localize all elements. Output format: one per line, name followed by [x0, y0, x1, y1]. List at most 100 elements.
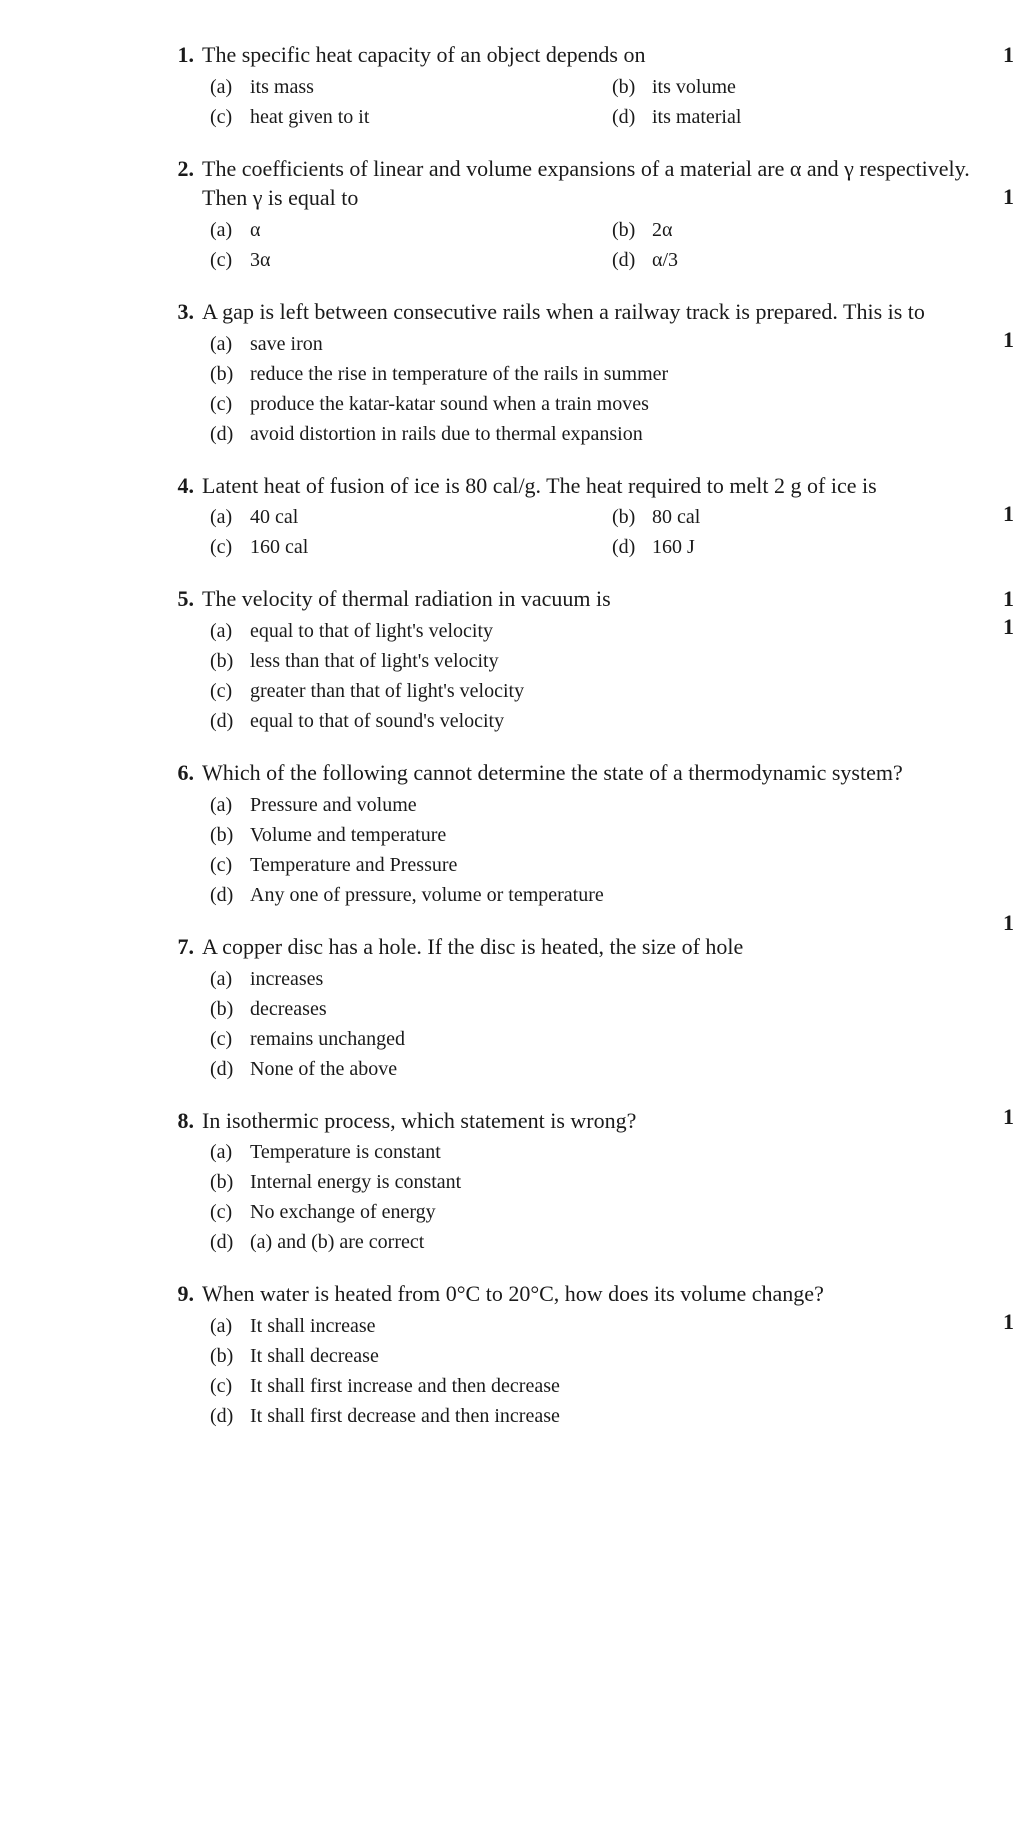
option-text: equal to that of sound's velocity: [250, 706, 504, 736]
option: (a)equal to that of light's velocity: [210, 616, 1004, 646]
side-mark: 1: [1003, 1307, 1014, 1337]
option-label: (d): [210, 1401, 250, 1431]
options: (a)increases(b)decreases(c)remains uncha…: [170, 964, 1004, 1084]
option-text: None of the above: [250, 1054, 397, 1084]
question: 115.The velocity of thermal radiation in…: [170, 584, 1004, 736]
option-text: It shall first increase and then decreas…: [250, 1371, 560, 1401]
option-label: (c): [210, 1371, 250, 1401]
option-text: heat given to it: [250, 102, 369, 132]
question-stem: 1.The specific heat capacity of an objec…: [170, 40, 1004, 70]
option-text: It shall increase: [250, 1311, 376, 1341]
option-label: (a): [210, 790, 250, 820]
option: (d)It shall first decrease and then incr…: [210, 1401, 1004, 1431]
option-label: (d): [210, 880, 250, 910]
option-label: (b): [210, 646, 250, 676]
option: (b)Volume and temperature: [210, 820, 1004, 850]
side-mark: 1: [1003, 908, 1014, 938]
question: 16.Which of the following cannot determi…: [170, 758, 1004, 910]
option: (c)heat given to it: [210, 102, 602, 132]
option: (a)40 cal: [210, 502, 602, 532]
option-label: (b): [612, 215, 652, 245]
option-text: decreases: [250, 994, 327, 1024]
option: (c)It shall first increase and then decr…: [210, 1371, 1004, 1401]
option-text: α: [250, 215, 260, 245]
option: (a)Temperature is constant: [210, 1137, 1004, 1167]
option-text: less than that of light's velocity: [250, 646, 499, 676]
option: (a)its mass: [210, 72, 602, 102]
option-label: (a): [210, 1311, 250, 1341]
question-text: The coefficients of linear and volume ex…: [202, 154, 1004, 213]
option-text: remains unchanged: [250, 1024, 405, 1054]
question-stem: 9.When water is heated from 0°C to 20°C,…: [170, 1279, 1004, 1309]
option: (d)Any one of pressure, volume or temper…: [210, 880, 1004, 910]
option-label: (a): [210, 215, 250, 245]
question: 17.A copper disc has a hole. If the disc…: [170, 932, 1004, 1084]
option-text: 160 J: [652, 532, 695, 562]
options: (a)save iron(b)reduce the rise in temper…: [170, 329, 1004, 449]
option-label: (a): [210, 964, 250, 994]
question-text: A gap is left between consecutive rails …: [202, 297, 1004, 327]
option-label: (b): [210, 1341, 250, 1371]
option-label: (b): [612, 72, 652, 102]
option: (b)reduce the rise in temperature of the…: [210, 359, 1004, 389]
option-text: Any one of pressure, volume or temperatu…: [250, 880, 604, 910]
option-label: (d): [210, 1054, 250, 1084]
option-text: increases: [250, 964, 323, 994]
option-text: produce the katar-katar sound when a tra…: [250, 389, 649, 419]
question-number: 9.: [170, 1279, 202, 1309]
question-stem: 8.In isothermic process, which statement…: [170, 1106, 1004, 1136]
option-label: (b): [210, 994, 250, 1024]
question-stem: 6.Which of the following cannot determin…: [170, 758, 1004, 788]
question-text: A copper disc has a hole. If the disc is…: [202, 932, 1004, 962]
question-stem: 5.The velocity of thermal radiation in v…: [170, 584, 1004, 614]
option-text: 40 cal: [250, 502, 298, 532]
option: (a)α: [210, 215, 602, 245]
option: (a)save iron: [210, 329, 1004, 359]
option-text: 3α: [250, 245, 270, 275]
option: (b)It shall decrease: [210, 1341, 1004, 1371]
option: (c)3α: [210, 245, 602, 275]
question-text: The velocity of thermal radiation in vac…: [202, 584, 1004, 614]
question-text: When water is heated from 0°C to 20°C, h…: [202, 1279, 1004, 1309]
option: (b)decreases: [210, 994, 1004, 1024]
option-label: (b): [210, 820, 250, 850]
question-list: 11.The specific heat capacity of an obje…: [170, 40, 1004, 1431]
option: (a)It shall increase: [210, 1311, 1004, 1341]
option-text: 160 cal: [250, 532, 308, 562]
option-text: 2α: [652, 215, 672, 245]
option: (b)less than that of light's velocity: [210, 646, 1004, 676]
option-text: reduce the rise in temperature of the ra…: [250, 359, 668, 389]
option-label: (a): [210, 616, 250, 646]
side-mark: 1: [1003, 40, 1014, 70]
option-label: (c): [210, 850, 250, 880]
question: 11.The specific heat capacity of an obje…: [170, 40, 1004, 132]
option: (d)its material: [612, 102, 1004, 132]
option-label: (a): [210, 72, 250, 102]
question-number: 5.: [170, 584, 202, 614]
question-number: 1.: [170, 40, 202, 70]
option: (b)80 cal: [612, 502, 1004, 532]
option-label: (c): [210, 102, 250, 132]
option-label: (d): [210, 1227, 250, 1257]
question: 19.When water is heated from 0°C to 20°C…: [170, 1279, 1004, 1431]
option: (d)None of the above: [210, 1054, 1004, 1084]
option-label: (c): [210, 389, 250, 419]
options: (a)40 cal (b)80 cal (c)160 cal (d)160 J: [170, 502, 1004, 562]
side-mark: 1: [1003, 325, 1014, 355]
options: (a)equal to that of light's velocity(b)l…: [170, 616, 1004, 736]
option-label: (c): [210, 245, 250, 275]
side-mark: 1: [1003, 584, 1014, 761]
option: (d)160 J: [612, 532, 1004, 562]
option: (a)increases: [210, 964, 1004, 994]
question-number: 3.: [170, 297, 202, 327]
options: (a)its mass(b)its volume(c)heat given to…: [170, 72, 1004, 132]
question: 14.Latent heat of fusion of ice is 80 ca…: [170, 471, 1004, 563]
option-text: No exchange of energy: [250, 1197, 436, 1227]
option-text: its material: [652, 102, 741, 132]
option: (b)Internal energy is constant: [210, 1167, 1004, 1197]
question-text: Which of the following cannot determine …: [202, 758, 1004, 788]
question-text: Latent heat of fusion of ice is 80 cal/g…: [202, 471, 1004, 501]
option-label: (c): [210, 532, 250, 562]
option: (c)Temperature and Pressure: [210, 850, 1004, 880]
question: 12.The coefficients of linear and volume…: [170, 154, 1004, 275]
